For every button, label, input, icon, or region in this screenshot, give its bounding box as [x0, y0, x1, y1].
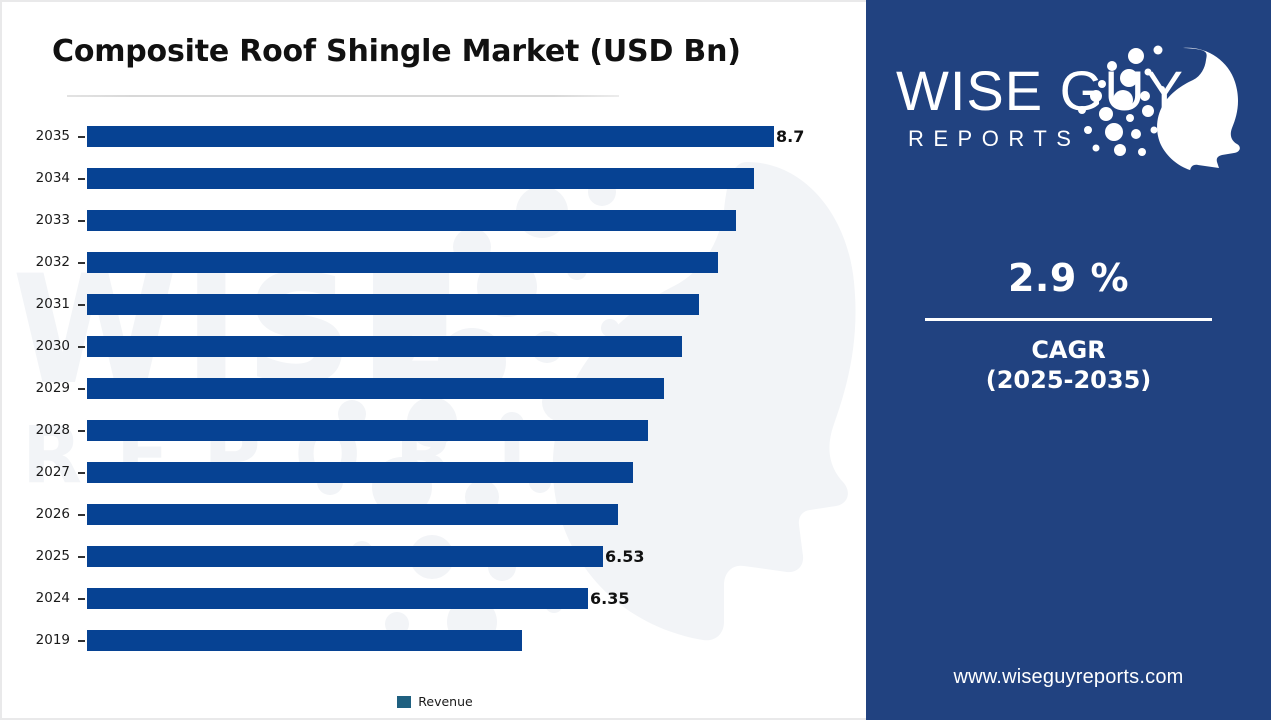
bar-row: 2032: [2, 242, 866, 284]
y-axis-label: 2026: [35, 506, 70, 523]
bar[interactable]: [87, 252, 718, 274]
svg-text:WISE GUY: WISE GUY: [896, 59, 1184, 122]
bar[interactable]: [87, 630, 522, 652]
bar[interactable]: [87, 168, 754, 190]
bar-row: 2027: [2, 452, 866, 494]
bar-row: 2034: [2, 158, 866, 200]
y-axis-tick: [78, 220, 85, 222]
y-axis-label: 2029: [35, 380, 70, 397]
y-axis-tick: [78, 472, 85, 474]
bar[interactable]: [87, 504, 618, 526]
y-axis-tick: [78, 640, 85, 642]
bar-row: 2025 6.53: [2, 536, 866, 578]
bar[interactable]: [87, 420, 648, 442]
website-url[interactable]: www.wiseguyreports.com: [953, 666, 1184, 688]
legend-label: Revenue: [418, 694, 473, 709]
y-axis-label: 2031: [35, 296, 70, 313]
bar[interactable]: [87, 210, 736, 232]
cagr-divider: [925, 317, 1212, 321]
y-axis-label: 2035: [35, 128, 70, 145]
bar-row: 2033: [2, 200, 866, 242]
plot-area: 2035 8.7 2034 2033 2032: [2, 112, 866, 667]
y-axis-tick: [78, 388, 85, 390]
y-axis-tick: [78, 136, 85, 138]
y-axis-tick: [78, 514, 85, 516]
chart-legend: Revenue: [2, 694, 866, 709]
bar-row: 2031: [2, 284, 866, 326]
bar-row: 2035 8.7: [2, 116, 866, 158]
bar-value-label: 8.7: [776, 127, 805, 147]
bar[interactable]: [87, 126, 774, 148]
cagr-block: 2.9 % CAGR (2025-2035): [866, 256, 1271, 395]
y-axis-tick: [78, 346, 85, 348]
y-axis-tick: [78, 178, 85, 180]
bar-row: 2026: [2, 494, 866, 536]
bar-value-label: 6.53: [605, 547, 645, 567]
wise-guy-reports-logo-icon: WISE GUY REPORTS: [880, 44, 1256, 170]
y-axis-label: 2027: [35, 464, 70, 481]
cagr-period: (2025-2035): [985, 365, 1152, 394]
y-axis-tick: [78, 262, 85, 264]
y-axis-label: 2032: [35, 254, 70, 271]
bar[interactable]: [87, 378, 664, 400]
y-axis-tick: [78, 430, 85, 432]
bar[interactable]: [87, 588, 588, 610]
y-axis-label: 2028: [35, 422, 70, 439]
y-axis-label: 2019: [35, 632, 70, 649]
bar[interactable]: [87, 336, 682, 358]
y-axis-tick: [78, 556, 85, 558]
bar[interactable]: [87, 462, 633, 484]
cagr-value: 2.9 %: [1007, 256, 1130, 300]
legend-swatch-icon: [397, 695, 412, 708]
bar-value-label: 6.35: [590, 589, 630, 609]
bar-row: 2019: [2, 620, 866, 662]
y-axis-label: 2034: [35, 170, 70, 187]
title-divider: [67, 95, 619, 97]
y-axis-label: 2024: [35, 590, 70, 607]
chart-panel: WISE REPORTS: [0, 0, 866, 720]
bar[interactable]: [87, 546, 603, 568]
bar-row: 2024 6.35: [2, 578, 866, 620]
y-axis-label: 2025: [35, 548, 70, 565]
y-axis-tick: [78, 304, 85, 306]
bar[interactable]: [87, 294, 699, 316]
chart-title: Composite Roof Shingle Market (USD Bn): [52, 34, 741, 69]
y-axis-label: 2033: [35, 212, 70, 229]
y-axis-tick: [78, 598, 85, 600]
svg-text:REPORTS: REPORTS: [908, 126, 1080, 151]
brand-panel: WISE GUY REPORTS 2.9 %: [866, 0, 1271, 720]
y-axis-label: 2030: [35, 338, 70, 355]
bar-row: 2030: [2, 326, 866, 368]
cagr-label: CAGR: [1031, 335, 1106, 364]
bar-row: 2028: [2, 410, 866, 452]
cagr-caption: CAGR (2025-2035): [866, 335, 1271, 395]
bar-row: 2029: [2, 368, 866, 410]
